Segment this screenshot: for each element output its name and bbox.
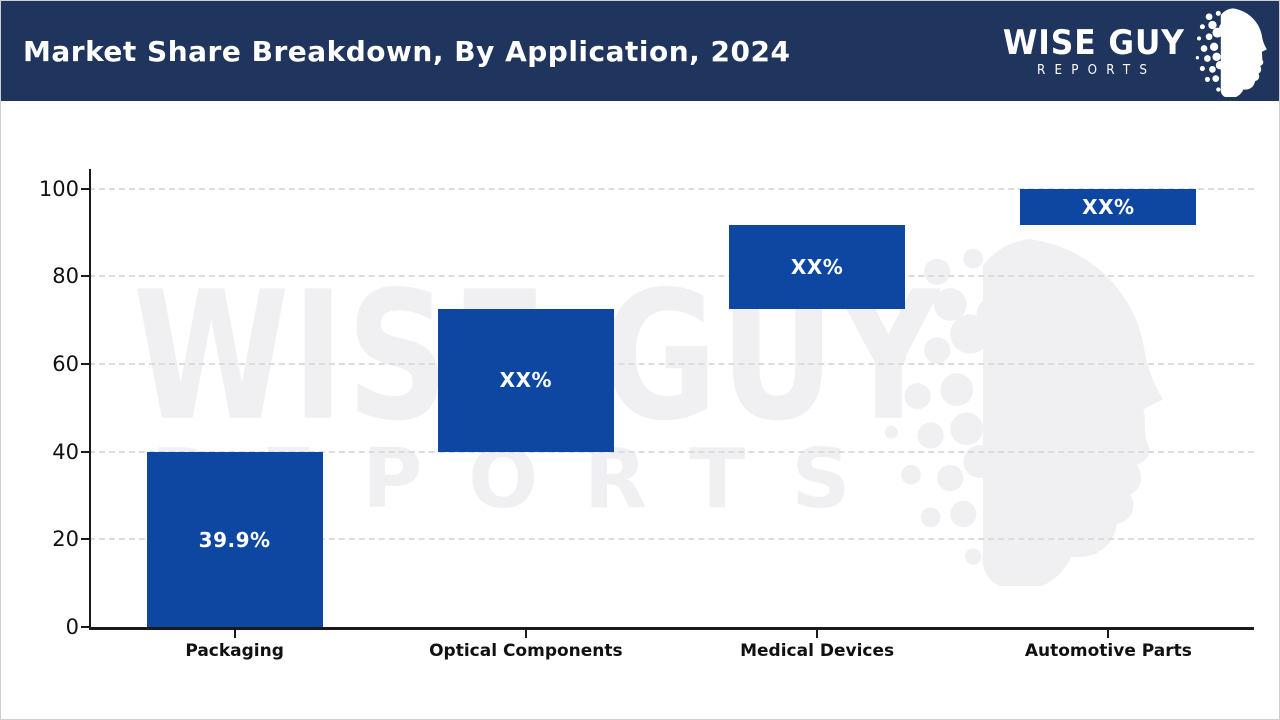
watermark-face-profile-icon (884, 239, 1163, 586)
y-tick-mark (81, 538, 89, 541)
bar-value-label: XX% (790, 254, 844, 279)
x-axis-label: Optical Components (429, 641, 623, 661)
x-axis (89, 627, 1254, 630)
y-tick-label: 100 (38, 176, 79, 201)
logo-subtitle: REPORTS (1037, 62, 1157, 78)
x-axis-label: Packaging (185, 641, 284, 661)
logo-face-profile-icon (1195, 8, 1267, 97)
wise-guy-logo: WISE GUY REPORTS (987, 1, 1273, 101)
logo-wordmark: WISE GUY (1002, 22, 1185, 63)
gridline (89, 362, 1254, 365)
bar-value-label: XX% (499, 368, 553, 393)
y-tick-mark (81, 187, 89, 190)
gridline (89, 187, 1254, 190)
y-tick-mark (81, 450, 89, 453)
gridline (89, 275, 1254, 278)
page-title: Market Share Breakdown, By Application, … (23, 34, 791, 68)
logo-text: WISE GUY REPORTS (1003, 26, 1185, 77)
y-tick-mark (81, 362, 89, 365)
bar: XX% (437, 308, 614, 453)
header: Market Share Breakdown, By Application, … (1, 1, 1279, 101)
y-axis (89, 169, 91, 630)
y-tick-label: 0 (65, 615, 79, 639)
y-tick-label: 80 (52, 264, 79, 289)
gridline (89, 538, 1254, 541)
bar: XX% (1020, 188, 1197, 225)
gridline (89, 450, 1254, 453)
x-tick-mark (816, 630, 819, 638)
x-tick-mark (1107, 630, 1110, 638)
x-axis-label: Medical Devices (740, 641, 895, 661)
y-tick-label: 20 (52, 527, 79, 552)
bar-value-label: XX% (1082, 194, 1135, 219)
bar: XX% (729, 224, 906, 309)
x-axis-label: Automotive Parts (1024, 641, 1192, 661)
y-tick-mark (81, 626, 89, 628)
bar-value-label: 39.9% (198, 527, 271, 552)
x-tick-mark (233, 630, 236, 638)
y-tick-mark (81, 275, 89, 278)
y-tick-label: 40 (52, 439, 79, 464)
y-tick-label: 60 (52, 351, 79, 376)
bar: 39.9% (146, 452, 323, 627)
x-tick-mark (524, 630, 527, 638)
